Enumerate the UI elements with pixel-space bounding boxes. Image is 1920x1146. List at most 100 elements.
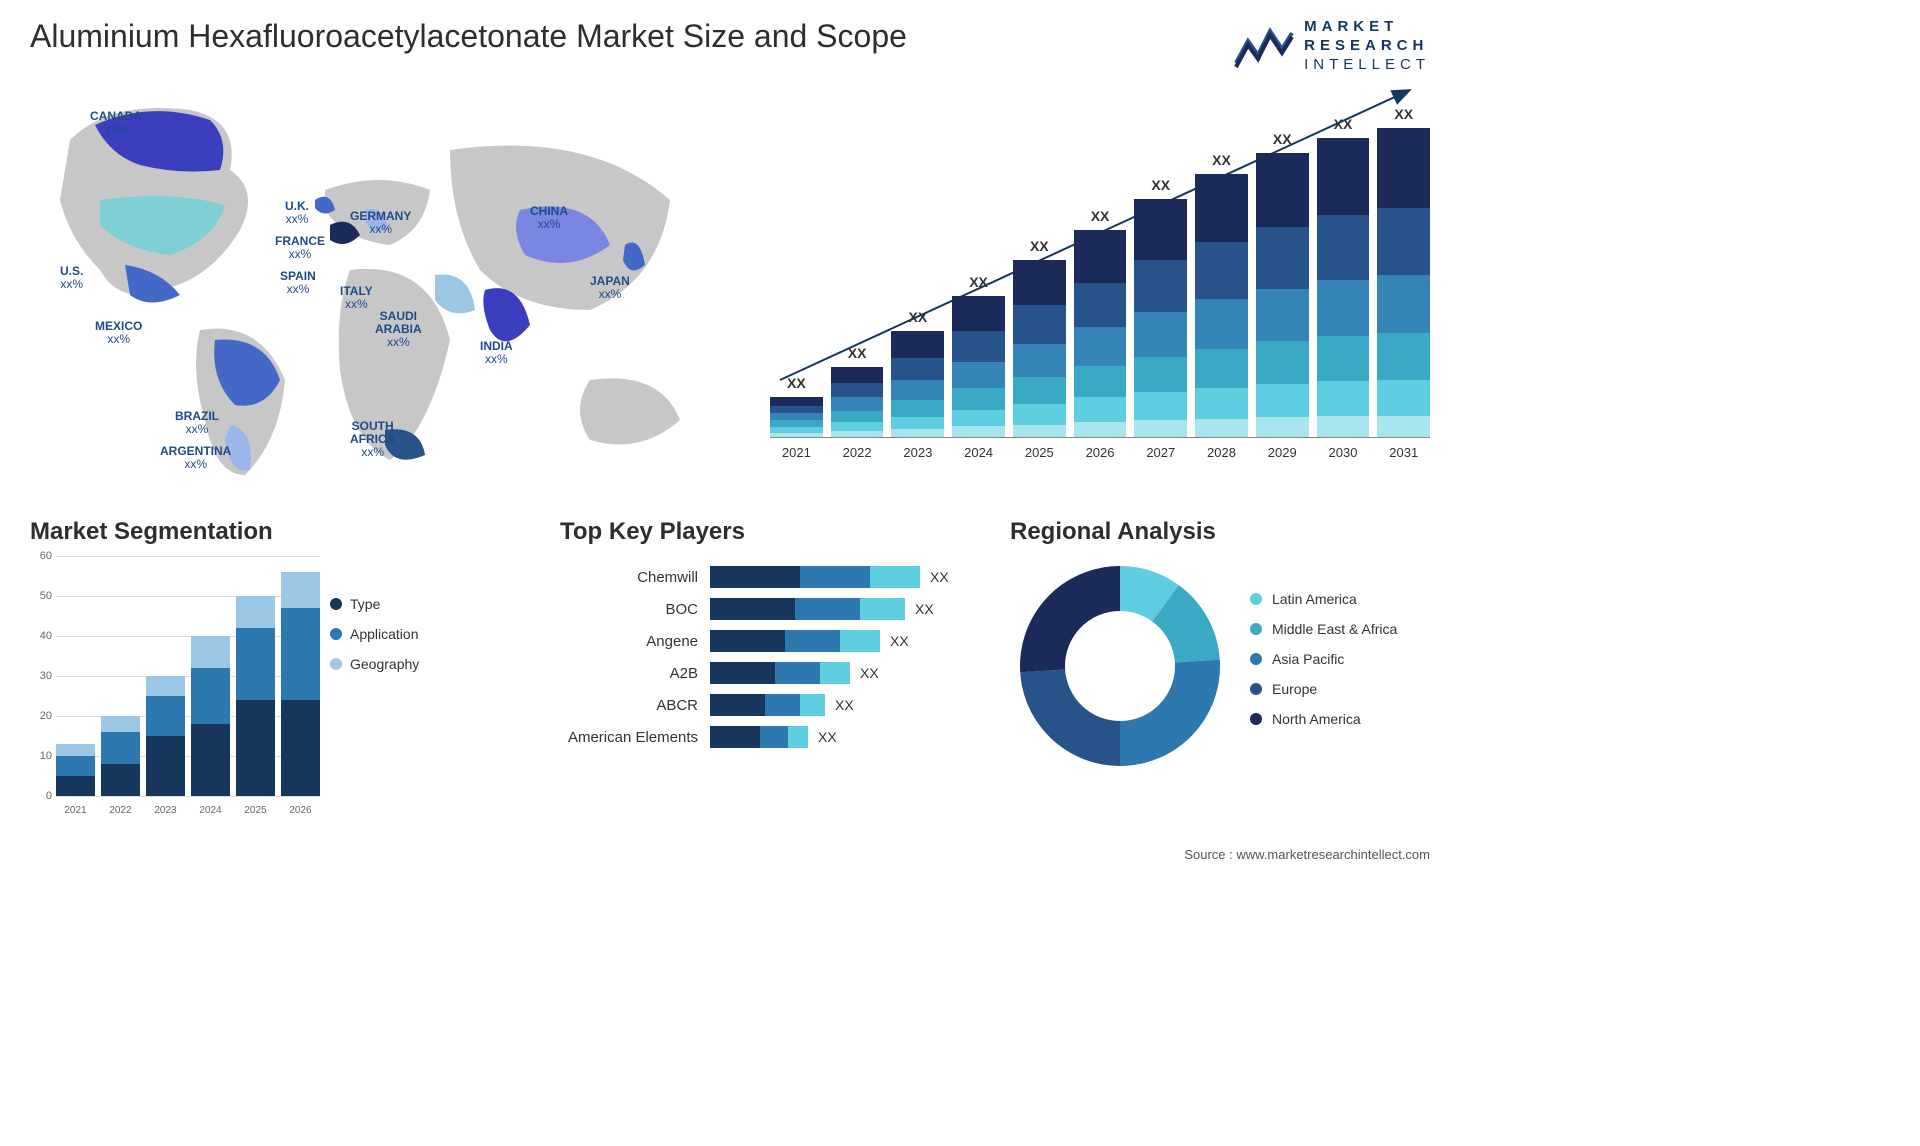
player-value: XX — [890, 633, 909, 649]
logo-text: MARKET RESEARCH INTELLECT — [1304, 18, 1430, 74]
region-legend-item: North America — [1250, 711, 1397, 727]
map-label: CHINAxx% — [530, 205, 568, 231]
player-bar — [710, 598, 905, 620]
player-name: Chemwill — [560, 569, 710, 586]
growth-bar-label: XX — [831, 345, 884, 361]
seg-ylabel: 20 — [30, 710, 52, 722]
growth-bar: XX — [1134, 199, 1187, 438]
growth-year-label: 2028 — [1195, 445, 1248, 460]
region-legend-item: Asia Pacific — [1250, 651, 1397, 667]
player-value: XX — [915, 601, 934, 617]
player-value: XX — [930, 569, 949, 585]
map-label: SOUTHAFRICAxx% — [350, 420, 395, 460]
seg-ylabel: 60 — [30, 550, 52, 562]
segmentation-chart: 0102030405060 202120222023202420252026 T… — [30, 556, 470, 816]
seg-bar — [191, 636, 230, 796]
segmentation-section: Market Segmentation 0102030405060 202120… — [30, 518, 470, 816]
map-label: JAPANxx% — [590, 275, 630, 301]
growth-bar: XX — [891, 331, 944, 438]
seg-year-label: 2025 — [236, 805, 275, 816]
player-name: A2B — [560, 665, 710, 682]
growth-bar: XX — [1074, 230, 1127, 438]
map-label: U.S.xx% — [60, 265, 83, 291]
world-map: CANADAxx%U.S.xx%MEXICOxx%BRAZILxx%ARGENT… — [30, 80, 710, 480]
players-chart: ChemwillXXBOCXXAngeneXXA2BXXABCRXXAmeric… — [560, 566, 990, 748]
growth-year-label: 2022 — [831, 445, 884, 460]
players-section: Top Key Players ChemwillXXBOCXXAngeneXXA… — [560, 518, 990, 758]
seg-bar — [281, 572, 320, 796]
player-name: American Elements — [560, 729, 710, 746]
growth-bar-label: XX — [770, 375, 823, 391]
growth-bar: XX — [952, 296, 1005, 438]
map-label: ARGENTINAxx% — [160, 445, 231, 471]
map-label: GERMANYxx% — [350, 210, 411, 236]
player-bar — [710, 630, 880, 652]
growth-year-label: 2031 — [1377, 445, 1430, 460]
player-row: American Elements XX — [560, 726, 990, 748]
map-label: SAUDIARABIAxx% — [375, 310, 422, 350]
player-row: AngeneXX — [560, 630, 990, 652]
donut-slice — [1020, 669, 1120, 766]
player-row: ABCR XX — [560, 694, 990, 716]
seg-year-label: 2022 — [101, 805, 140, 816]
seg-ylabel: 40 — [30, 630, 52, 642]
logo-icon — [1234, 23, 1294, 69]
growth-bar: XX — [1013, 260, 1066, 438]
seg-legend-item: Geography — [330, 656, 470, 672]
page-title: Aluminium Hexafluoroacetylacetonate Mark… — [30, 18, 907, 55]
growth-year-label: 2025 — [1013, 445, 1066, 460]
growth-bar-label: XX — [1195, 152, 1248, 168]
region-legend-item: Europe — [1250, 681, 1397, 697]
growth-bar-label: XX — [1317, 116, 1370, 132]
player-value: XX — [835, 697, 854, 713]
seg-year-label: 2021 — [56, 805, 95, 816]
seg-year-label: 2026 — [281, 805, 320, 816]
player-bar — [710, 726, 808, 748]
seg-ylabel: 50 — [30, 590, 52, 602]
seg-bar — [146, 676, 185, 796]
map-label: INDIAxx% — [480, 340, 513, 366]
growth-bar: XX — [1195, 174, 1248, 438]
growth-year-label: 2029 — [1256, 445, 1309, 460]
seg-ylabel: 10 — [30, 750, 52, 762]
growth-year-label: 2021 — [770, 445, 823, 460]
player-name: BOC — [560, 601, 710, 618]
player-value: XX — [818, 729, 837, 745]
segmentation-legend: TypeApplicationGeography — [330, 596, 470, 686]
growth-year-label: 2026 — [1074, 445, 1127, 460]
region-title: Regional Analysis — [1010, 518, 1440, 546]
player-row: Chemwill XX — [560, 566, 990, 588]
donut-slice — [1020, 566, 1120, 672]
seg-ylabel: 0 — [30, 790, 52, 802]
growth-year-label: 2024 — [952, 445, 1005, 460]
player-bar — [710, 566, 920, 588]
map-label: BRAZILxx% — [175, 410, 219, 436]
player-name: ABCR — [560, 697, 710, 714]
donut-slice — [1120, 660, 1220, 766]
map-label: FRANCExx% — [275, 235, 325, 261]
region-donut — [1010, 556, 1230, 776]
player-row: BOC XX — [560, 598, 990, 620]
seg-bar — [101, 716, 140, 796]
growth-bar-label: XX — [1013, 238, 1066, 254]
growth-chart: XXXXXXXXXXXXXXXXXXXXXX 20212022202320242… — [770, 80, 1430, 480]
growth-bar: XX — [1317, 138, 1370, 438]
seg-bar — [236, 596, 275, 796]
growth-year-label: 2027 — [1134, 445, 1187, 460]
growth-year-label: 2030 — [1317, 445, 1370, 460]
map-label: CANADAxx% — [90, 110, 142, 136]
player-bar — [710, 694, 825, 716]
region-section: Regional Analysis Latin America Middle Ea… — [1010, 518, 1440, 776]
map-label: ITALYxx% — [340, 285, 373, 311]
growth-bar: XX — [831, 367, 884, 438]
region-legend-item: Latin America — [1250, 591, 1397, 607]
map-label: SPAINxx% — [280, 270, 316, 296]
growth-bar-label: XX — [1377, 106, 1430, 122]
region-legend-item: Middle East & Africa — [1250, 621, 1397, 637]
seg-year-label: 2023 — [146, 805, 185, 816]
growth-bar: XX — [1377, 128, 1430, 438]
source-text: Source : www.marketresearchintellect.com — [1184, 847, 1430, 862]
seg-legend-item: Type — [330, 596, 470, 612]
players-title: Top Key Players — [560, 518, 990, 546]
growth-bar-label: XX — [1074, 208, 1127, 224]
